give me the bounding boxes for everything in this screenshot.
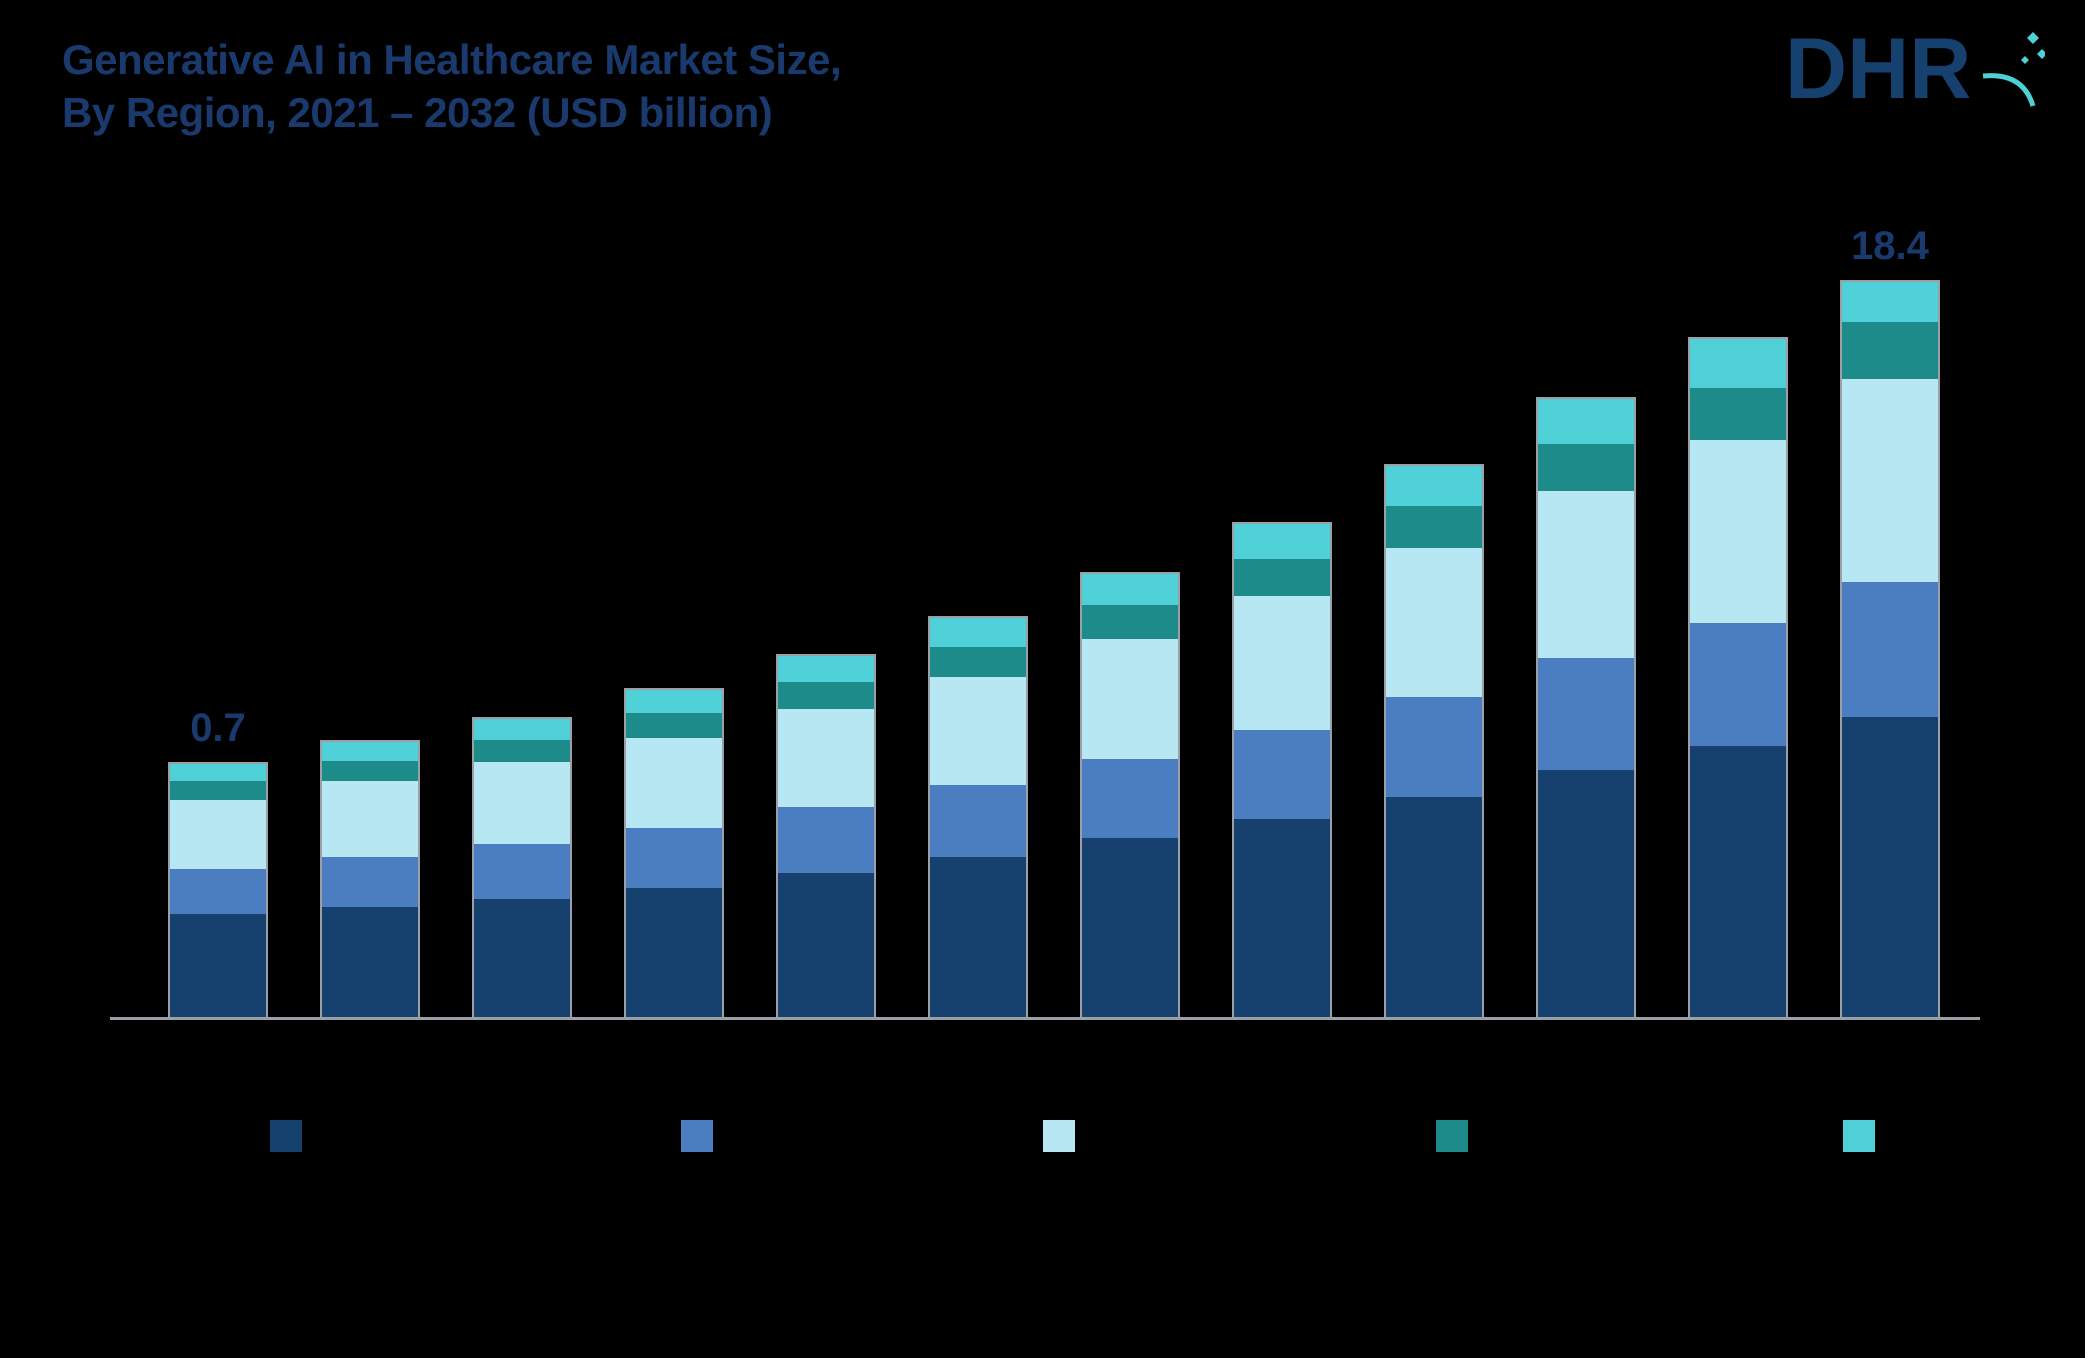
bar-2027 — [1080, 572, 1180, 1017]
bar-segment — [472, 740, 572, 763]
bar-segment — [1232, 522, 1332, 559]
legend-label: North America — [320, 1127, 421, 1145]
bar-segment — [624, 738, 724, 828]
bar-segment — [1688, 337, 1788, 388]
bar-segment — [1840, 379, 1940, 582]
value-label: 18.4 — [1810, 224, 1970, 269]
logo-text-icon: DHR — [1785, 21, 1971, 117]
value-label: 0.7 — [138, 706, 298, 751]
bar-2029 — [1384, 464, 1484, 1017]
bar-segment — [168, 800, 268, 868]
legend-label: Middle East & Africa — [1893, 1127, 2036, 1145]
bar-segment — [320, 907, 420, 1017]
stacked-bar-chart: 0.718.4 — [110, 260, 1980, 1020]
bar-segment — [1384, 506, 1484, 548]
bar-segment — [1080, 759, 1180, 839]
bar-2028 — [1232, 522, 1332, 1017]
bar-segment — [624, 713, 724, 738]
bar-segment — [624, 888, 724, 1017]
legend-item: Europe — [681, 1120, 783, 1152]
bar-2023 — [472, 717, 572, 1017]
bar-segment — [1384, 797, 1484, 1017]
legend-swatch-icon — [1843, 1120, 1875, 1152]
brand-logo: DHR — [1785, 20, 2045, 140]
bar-segment — [928, 677, 1028, 785]
legend-item: North America — [270, 1120, 421, 1152]
bar-segment — [776, 807, 876, 872]
bar-2032 — [1840, 280, 1940, 1017]
bar-segment — [1080, 838, 1180, 1017]
bar-segment — [1840, 717, 1940, 1017]
bar-segment — [928, 857, 1028, 1017]
bar-segment — [624, 688, 724, 713]
chart-title: Generative AI in Healthcare Market Size,… — [62, 34, 841, 139]
bar-segment — [1536, 491, 1636, 659]
bar-2022 — [320, 740, 420, 1017]
title-line-2: By Region, 2021 – 2032 (USD billion) — [62, 89, 772, 136]
legend-label: Latin America — [1486, 1127, 1583, 1145]
bar-segment — [1840, 322, 1940, 379]
chart-canvas: Generative AI in Healthcare Market Size,… — [0, 0, 2085, 1358]
bar-segment — [1384, 697, 1484, 797]
legend-item: Middle East & Africa — [1843, 1120, 2036, 1152]
title-line-1: Generative AI in Healthcare Market Size, — [62, 36, 841, 83]
bar-2031 — [1688, 337, 1788, 1017]
bar-segment — [1688, 440, 1788, 624]
bar-segment — [1232, 559, 1332, 596]
bar-2024 — [624, 688, 724, 1017]
bar-segment — [1840, 280, 1940, 322]
bar-segment — [1688, 388, 1788, 439]
bar-segment — [320, 857, 420, 907]
bar-segment — [472, 899, 572, 1017]
bar-segment — [1080, 639, 1180, 759]
legend-item: Asia Pacific — [1043, 1120, 1176, 1152]
bar-segment — [1232, 596, 1332, 730]
bar-segment — [624, 828, 724, 888]
legend-label: Europe — [731, 1127, 783, 1145]
bar-segment — [1840, 582, 1940, 717]
bar-2030 — [1536, 397, 1636, 1017]
bar-segment — [1080, 572, 1180, 605]
bar-segment — [168, 762, 268, 781]
legend-swatch-icon — [270, 1120, 302, 1152]
bar-segment — [1688, 746, 1788, 1017]
legend-item: Latin America — [1436, 1120, 1583, 1152]
bar-segment — [776, 709, 876, 807]
bar-segment — [472, 762, 572, 844]
legend-label: Asia Pacific — [1093, 1127, 1176, 1145]
plot-area: 0.718.4 — [110, 260, 1980, 1020]
bar-2025 — [776, 654, 876, 1017]
bar-2021 — [168, 762, 268, 1017]
bar-segment — [320, 781, 420, 856]
bar-segment — [168, 781, 268, 800]
legend: North America Europe Asia Pacific Latin Ame… — [270, 1120, 2036, 1152]
bar-segment — [1536, 770, 1636, 1017]
bar-segment — [1688, 623, 1788, 745]
bar-segment — [1232, 819, 1332, 1017]
bar-segment — [320, 740, 420, 761]
bar-segment — [1080, 605, 1180, 638]
legend-swatch-icon — [681, 1120, 713, 1152]
bar-2026 — [928, 616, 1028, 1017]
bar-segment — [1536, 397, 1636, 444]
bar-segment — [472, 844, 572, 899]
x-axis-line — [110, 1017, 1980, 1020]
bar-segment — [776, 682, 876, 709]
bar-segment — [168, 869, 268, 915]
bar-segment — [168, 914, 268, 1017]
bar-segment — [776, 654, 876, 681]
bar-segment — [1536, 658, 1636, 770]
bar-segment — [928, 647, 1028, 677]
bar-segment — [928, 616, 1028, 646]
bar-segment — [472, 717, 572, 740]
bar-segment — [1536, 444, 1636, 491]
bar-segment — [776, 873, 876, 1017]
bar-segment — [1232, 730, 1332, 819]
bar-segment — [320, 761, 420, 782]
legend-swatch-icon — [1436, 1120, 1468, 1152]
bar-segment — [1384, 548, 1484, 697]
legend-swatch-icon — [1043, 1120, 1075, 1152]
bar-segment — [1384, 464, 1484, 506]
bar-segment — [928, 785, 1028, 857]
